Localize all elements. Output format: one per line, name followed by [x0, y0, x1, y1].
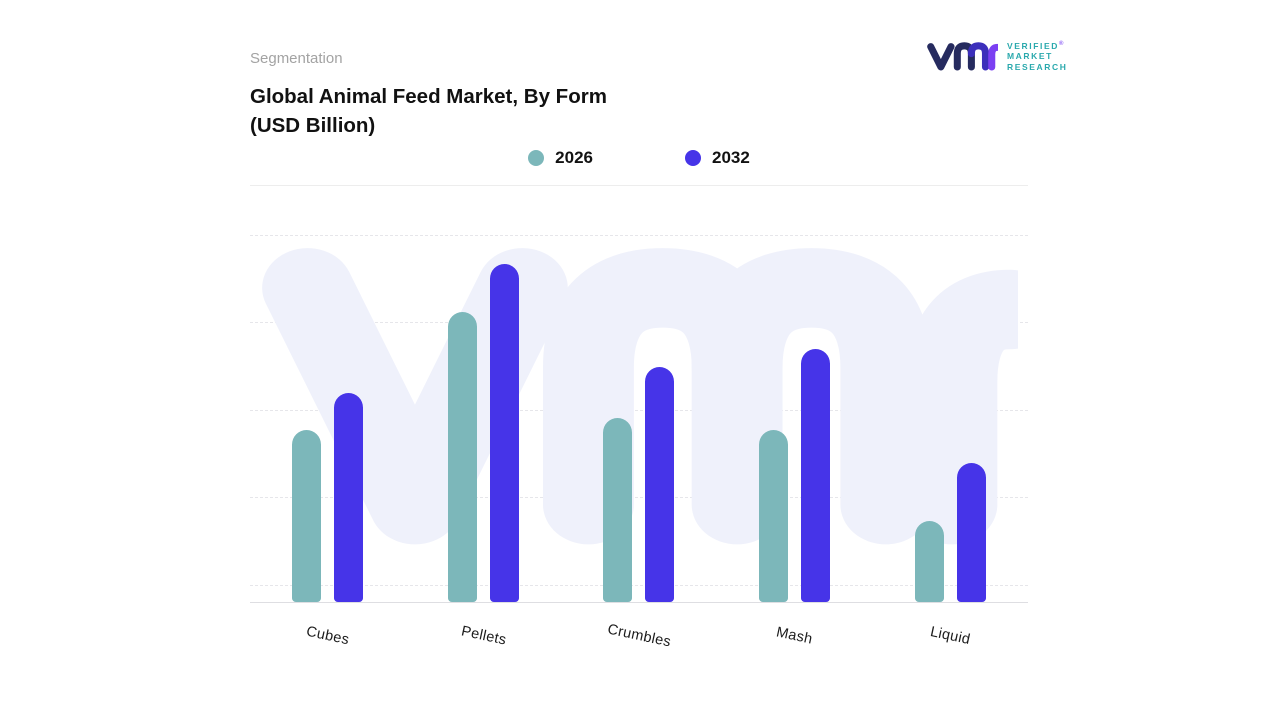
bar-pair	[292, 393, 364, 602]
bar-pair	[914, 463, 986, 602]
title-line-2: (USD Billion)	[250, 114, 376, 137]
bar-2032-crumbles	[645, 367, 675, 602]
brand-tagline: VERIFIED® MARKET RESEARCH	[1007, 39, 1068, 74]
title-line-1: Global Animal Feed Market, By Form	[250, 85, 607, 108]
bar-group-mash: Mash	[717, 349, 872, 648]
bar-group-crumbles: Crumbles	[561, 367, 716, 651]
legend: 2026 2032	[250, 148, 1028, 168]
legend-dot-2026	[528, 150, 545, 166]
brand-logo: VERIFIED® MARKET RESEARCH	[926, 36, 1068, 76]
registered-mark: ®	[1059, 40, 1064, 47]
bar-2032-mash	[801, 349, 831, 602]
bar-2032-pellets	[489, 264, 519, 602]
page-title: Global Animal Feed Market, By Form (USD …	[250, 82, 607, 140]
legend-label-2032: 2032	[712, 148, 750, 167]
category-label-crumbles: Crumbles	[605, 621, 673, 651]
tagline-market: MARKET	[1007, 51, 1053, 62]
bar-groups: Cubes Pellets Crumbles Mash Liquid	[250, 228, 1028, 651]
bar-group-liquid: Liquid	[873, 463, 1028, 648]
bar-2026-pellets	[447, 312, 477, 602]
legend-label-2026: 2026	[555, 148, 593, 167]
bar-pair	[759, 349, 831, 602]
chart-plot-area: Cubes Pellets Crumbles Mash Liquid	[250, 228, 1028, 651]
bar-2026-mash	[759, 430, 789, 602]
category-label-liquid: Liquid	[928, 623, 972, 649]
bar-2026-crumbles	[603, 418, 633, 602]
bar-group-pellets: Pellets	[406, 264, 561, 649]
bar-pair	[447, 264, 519, 602]
section-label: Segmentation	[250, 50, 343, 67]
legend-dot-2032	[685, 150, 701, 166]
vmr-monogram-icon	[927, 42, 998, 71]
category-label-mash: Mash	[774, 624, 815, 648]
gridline	[250, 235, 1028, 236]
bar-2026-liquid	[914, 521, 944, 602]
category-label-cubes: Cubes	[304, 623, 351, 649]
legend-item-2032: 2032	[685, 148, 750, 168]
bar-group-cubes: Cubes	[250, 393, 405, 648]
bar-2032-liquid	[956, 463, 986, 602]
category-label-pellets: Pellets	[459, 623, 508, 649]
tagline-research: RESEARCH	[1007, 62, 1068, 73]
bar-2032-cubes	[334, 393, 364, 602]
bar-2026-cubes	[292, 430, 322, 602]
legend-item-2026: 2026	[528, 148, 593, 168]
header-divider	[250, 185, 1028, 186]
bar-pair	[603, 367, 675, 602]
gridline	[250, 585, 1028, 586]
tagline-verified: VERIFIED	[1007, 40, 1060, 51]
